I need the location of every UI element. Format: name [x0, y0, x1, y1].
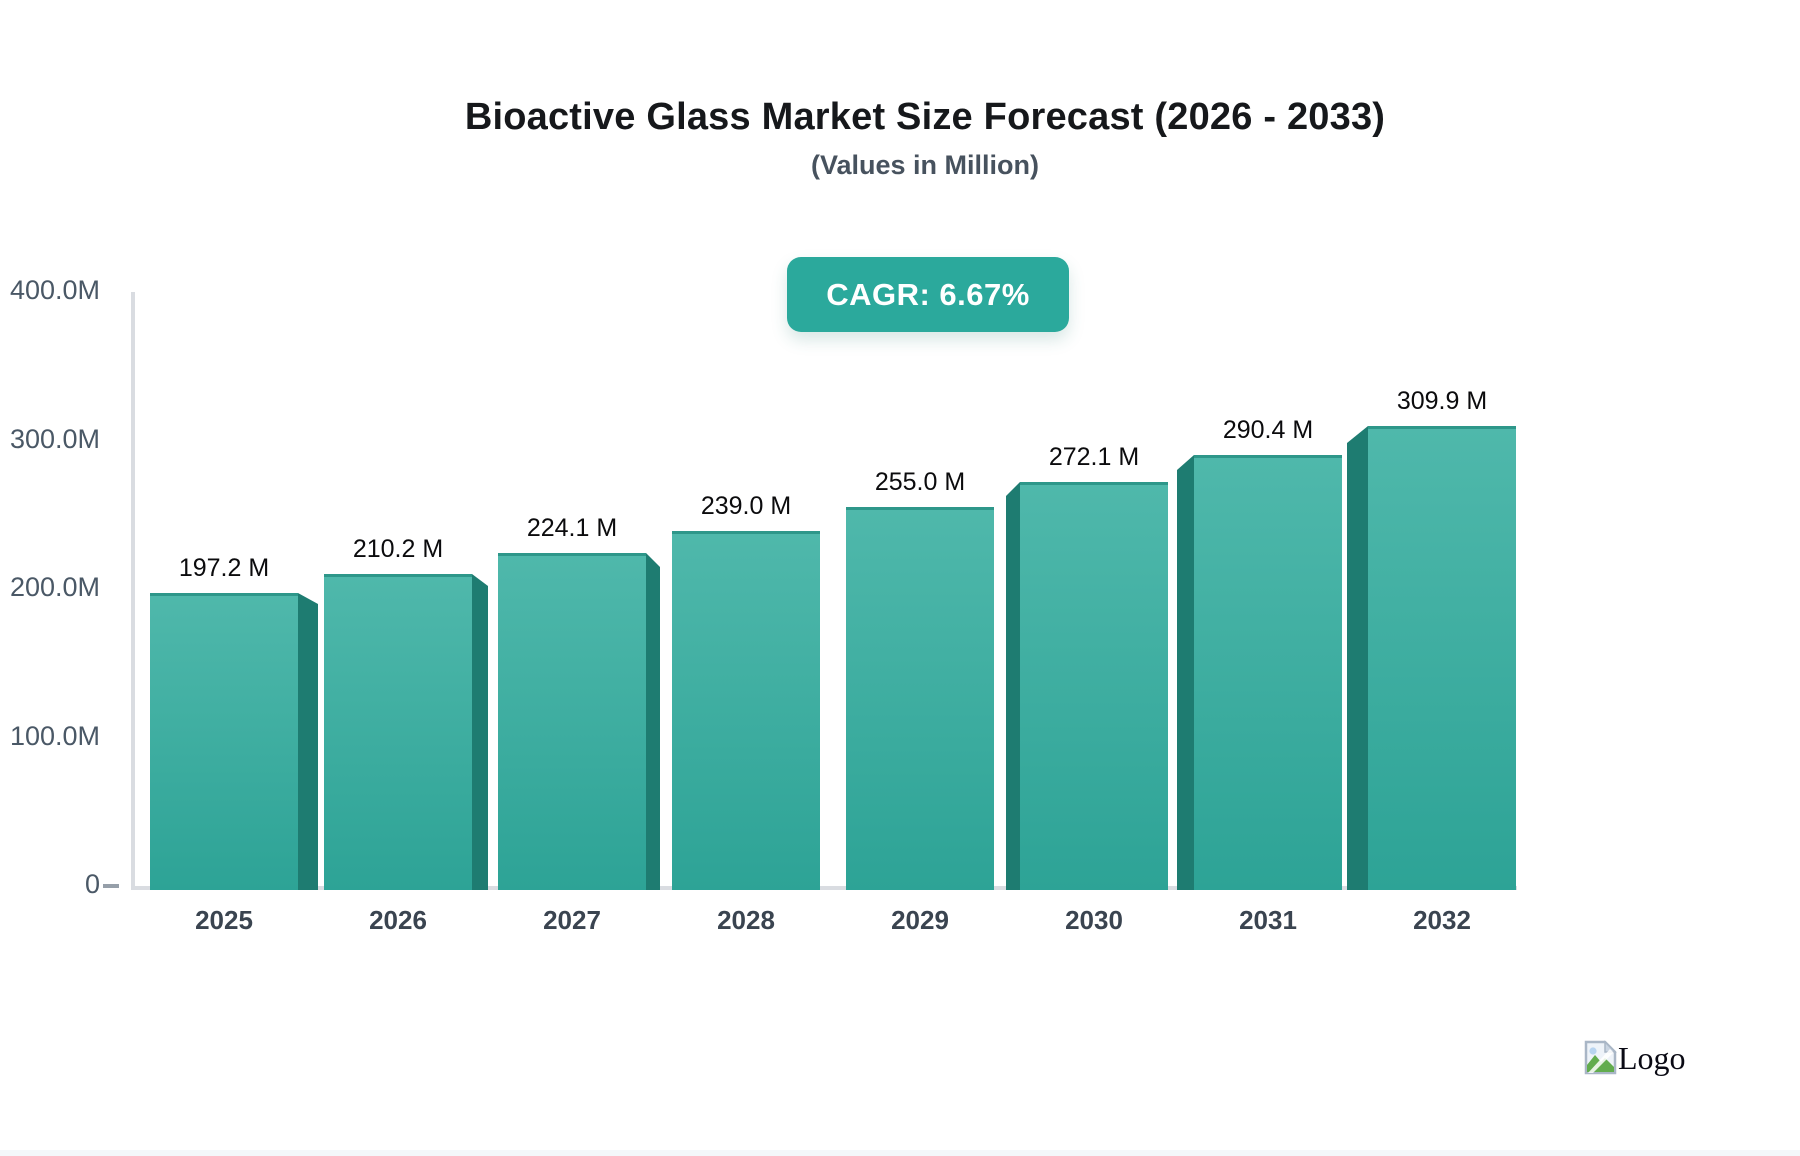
bar-value-label: 255.0 M [874, 468, 966, 496]
bar-value-label: 210.2 M [352, 535, 444, 563]
chart-subtitle: (Values in Million) [810, 150, 1040, 180]
bar [846, 507, 994, 890]
bar [1368, 426, 1516, 890]
bar [150, 593, 298, 890]
bar [1020, 482, 1168, 890]
bar-3d-side [1177, 455, 1194, 890]
x-tick-label: 2027 [543, 905, 601, 935]
bar-3d-side [646, 553, 660, 890]
bar [324, 574, 472, 890]
y-tick-label: 0 [84, 869, 100, 899]
bar [672, 531, 820, 890]
x-tick-label: 2026 [369, 905, 427, 935]
y-tick-label: 200.0M [9, 572, 100, 602]
x-tick-label: 2028 [717, 905, 775, 935]
bar-value-label: 272.1 M [1048, 443, 1140, 471]
bar-value-label: 224.1 M [526, 514, 618, 542]
logo-alt-text: Logo [1618, 1040, 1686, 1076]
y-axis-line [131, 292, 135, 890]
cagr-badge: CAGR: 6.67% [787, 257, 1069, 332]
bar-3d-side [298, 593, 318, 890]
logo: Logo [1584, 1040, 1686, 1075]
bar-value-label: 290.4 M [1222, 416, 1314, 444]
x-tick-label: 2025 [195, 905, 253, 935]
bar-3d-side [1006, 482, 1020, 890]
bar-value-label: 239.0 M [700, 492, 792, 520]
bar-value-label: 309.9 M [1396, 387, 1488, 415]
x-axis-labels: 2025 2026 2027 2028 2029 2030 2031 2032 [135, 904, 1517, 944]
y-axis-labels: 400.0M 300.0M 200.0M 100.0M 0 [0, 0, 100, 1000]
x-tick-label: 2032 [1413, 905, 1471, 935]
cagr-badge-label: CAGR: 6.67% [826, 276, 1030, 312]
bar [498, 553, 646, 890]
broken-image-icon [1584, 1040, 1617, 1075]
bar-3d-side [1347, 426, 1368, 890]
bar [1194, 455, 1342, 890]
bar-3d-side [472, 574, 488, 890]
plot-area: 197.2 M 210.2 M 224.1 M 239.0 M 255.0 M 272.1… [135, 292, 1517, 890]
y-tick-label: 300.0M [9, 424, 100, 454]
zero-tick-mark [103, 884, 119, 888]
chart-title: Bioactive Glass Market Size Forecast (20… [464, 96, 1386, 138]
x-axis-line [131, 886, 1517, 890]
x-tick-label: 2031 [1239, 905, 1297, 935]
bottom-strip [0, 1150, 1800, 1156]
bar-value-label: 197.2 M [178, 554, 270, 582]
y-tick-label: 100.0M [9, 721, 100, 751]
y-tick-label: 400.0M [9, 275, 100, 305]
x-tick-label: 2029 [891, 905, 949, 935]
x-tick-label: 2030 [1065, 905, 1123, 935]
